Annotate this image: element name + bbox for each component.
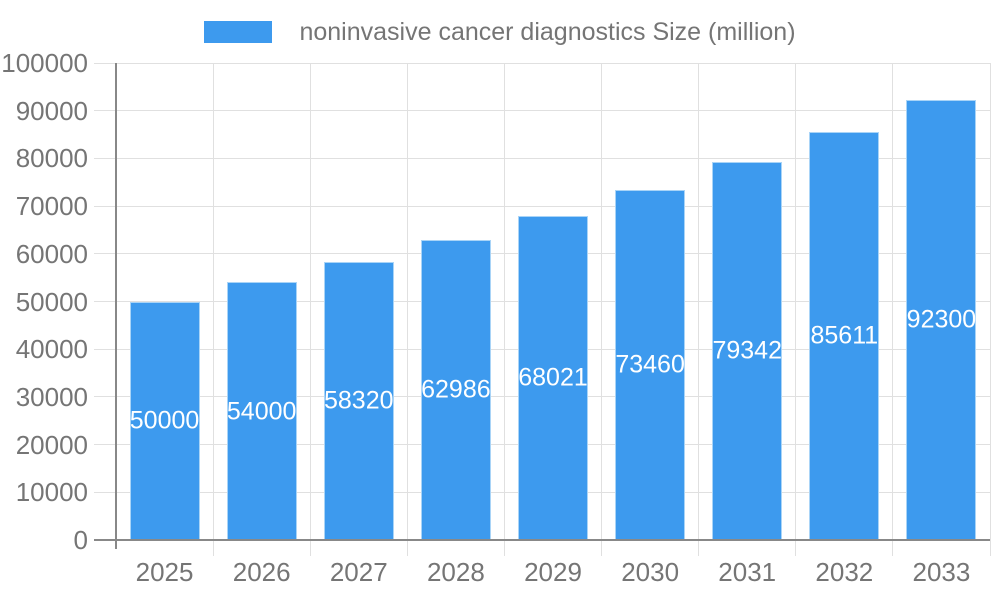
bar-value-label: 54000	[226, 397, 297, 426]
y-axis-tick-label: 0	[73, 525, 88, 555]
bar-value-label: 68021	[518, 363, 588, 392]
y-axis-line	[115, 63, 117, 549]
legend[interactable]: noninvasive cancer diagnostics Size (mil…	[0, 16, 1000, 48]
v-gridline	[212, 63, 214, 556]
x-axis-tick-label: 2031	[718, 557, 777, 587]
bar-2027[interactable]: 58320	[323, 261, 394, 540]
y-axis-tick-label: 10000	[15, 477, 88, 508]
x-axis-tick-label: 2033	[912, 557, 971, 587]
v-gridline	[601, 63, 603, 556]
h-gridline	[94, 205, 990, 207]
y-axis-tick-label: 80000	[15, 143, 88, 174]
y-axis-tick-label: 60000	[15, 238, 88, 269]
v-gridline	[698, 63, 700, 556]
bar-2026[interactable]: 54000	[226, 282, 297, 540]
y-axis-tick-label: 30000	[15, 381, 88, 412]
v-gridline	[795, 63, 797, 556]
bar-value-label: 50000	[129, 406, 200, 435]
v-gridline	[406, 63, 408, 556]
x-axis-tick-label: 2029	[524, 557, 582, 587]
bar-2025[interactable]: 50000	[129, 301, 200, 540]
h-gridline	[94, 157, 990, 159]
x-axis-tick-label: 2030	[621, 557, 680, 587]
v-gridline	[892, 63, 894, 556]
x-axis-tick-label: 2032	[815, 557, 874, 587]
bar-value-label: 62986	[421, 375, 491, 404]
y-axis-tick-label: 70000	[15, 191, 88, 222]
h-gridline	[94, 62, 990, 64]
bar-value-label: 85611	[810, 321, 879, 350]
bar-2028[interactable]: 62986	[420, 239, 491, 540]
bar-2029[interactable]: 68021	[518, 215, 588, 540]
x-axis-tick-label: 2028	[426, 557, 485, 587]
bar-2033[interactable]: 92300	[906, 99, 977, 540]
v-gridline	[989, 63, 991, 556]
y-axis-tick-label: 20000	[15, 429, 88, 460]
v-gridline	[309, 63, 311, 556]
v-gridline	[503, 63, 505, 556]
bar-value-label: 73460	[615, 350, 685, 379]
x-axis-line	[94, 539, 990, 541]
bar-value-label: 58320	[324, 386, 394, 415]
y-axis-tick-label: 50000	[15, 286, 88, 317]
bar-value-label: 92300	[906, 305, 977, 334]
legend-label: noninvasive cancer diagnostics Size (mil…	[299, 17, 796, 46]
y-axis-tick-label: 90000	[15, 95, 88, 126]
bar-2030[interactable]: 73460	[615, 189, 686, 540]
x-axis-tick-label: 2026	[232, 557, 291, 587]
bar-value-label: 79342	[712, 336, 782, 365]
x-axis-tick-label: 2025	[135, 557, 194, 587]
legend-swatch	[204, 21, 273, 43]
h-gridline	[94, 110, 990, 112]
bar-2031[interactable]: 79342	[712, 161, 783, 540]
y-axis-tick-label: 40000	[15, 334, 88, 365]
y-axis-tick-label: 100000	[1, 48, 88, 78]
x-axis-tick-label: 2027	[329, 557, 388, 587]
bar-2032[interactable]: 85611	[809, 131, 880, 540]
